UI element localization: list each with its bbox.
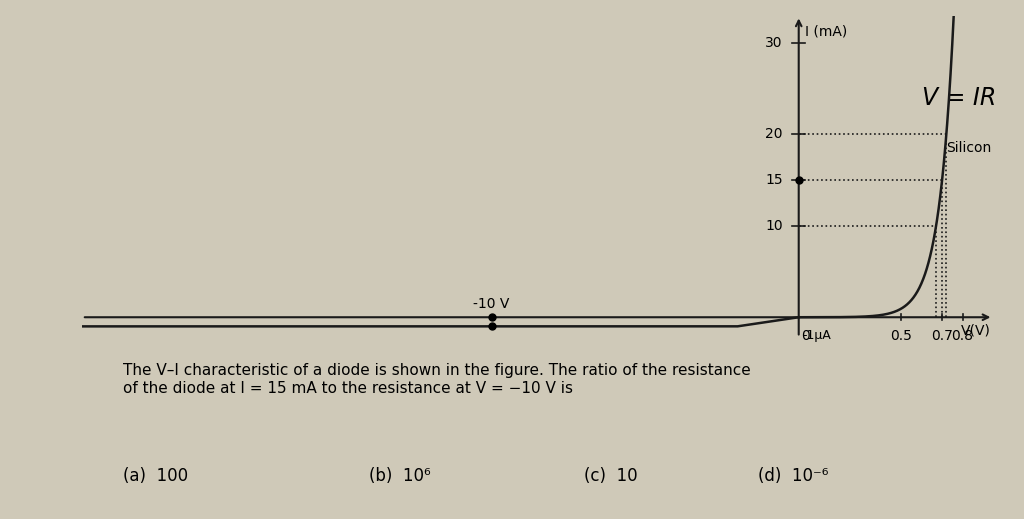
- Text: 0.7: 0.7: [931, 329, 953, 343]
- Text: -1μA: -1μA: [803, 329, 831, 342]
- Text: 0.8: 0.8: [951, 329, 974, 343]
- Text: 15: 15: [765, 173, 782, 187]
- Text: 30: 30: [765, 36, 782, 50]
- Text: (c)  10: (c) 10: [584, 467, 637, 485]
- Text: (d)  10⁻⁶: (d) 10⁻⁶: [758, 467, 828, 485]
- Text: 0.5: 0.5: [890, 329, 912, 343]
- Text: The V–I characteristic of a diode is shown in the figure. The ratio of the resis: The V–I characteristic of a diode is sho…: [123, 363, 751, 395]
- Text: -10 V: -10 V: [473, 297, 510, 311]
- Text: Silicon: Silicon: [946, 141, 991, 155]
- Text: (b)  10⁶: (b) 10⁶: [369, 467, 430, 485]
- Text: 20: 20: [765, 127, 782, 141]
- Text: I (mA): I (mA): [805, 24, 847, 38]
- Text: V = IR: V = IR: [922, 86, 996, 110]
- Text: 0: 0: [801, 329, 810, 343]
- Text: V(V): V(V): [962, 324, 991, 338]
- Text: 10: 10: [765, 219, 782, 233]
- Text: (a)  100: (a) 100: [123, 467, 188, 485]
